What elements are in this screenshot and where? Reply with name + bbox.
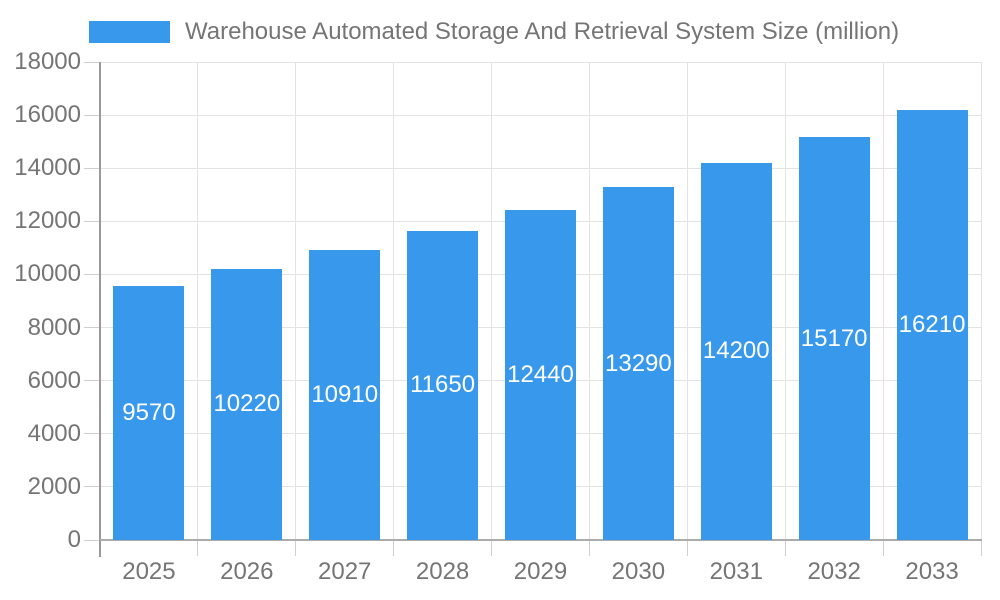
- x-axis-label: 2030: [611, 558, 666, 585]
- legend[interactable]: Warehouse Automated Storage And Retrieva…: [89, 18, 899, 46]
- bar-2028[interactable]: [407, 230, 479, 540]
- x-axis-tick: [588, 540, 590, 556]
- x-gridline: [491, 62, 493, 540]
- y-axis-tick: [84, 220, 100, 222]
- y-axis-tick: [84, 273, 100, 275]
- y-axis-label: 18000: [14, 48, 81, 75]
- x-gridline: [295, 62, 297, 540]
- y-axis-tick: [84, 114, 100, 116]
- y-axis-tick: [84, 433, 100, 435]
- bar-2032[interactable]: [798, 137, 870, 540]
- y-axis-tick: [84, 167, 100, 169]
- x-gridline: [882, 62, 884, 540]
- x-axis-label: 2026: [220, 558, 274, 585]
- x-axis-label: 2025: [122, 558, 176, 585]
- y-axis-label: 12000: [14, 207, 81, 235]
- y-axis-line: [99, 62, 101, 557]
- x-gridline: [686, 62, 688, 540]
- x-axis-tick: [882, 540, 884, 556]
- y-axis-tick: [84, 486, 100, 488]
- y-gridline: [100, 114, 981, 116]
- x-gridline: [588, 62, 590, 540]
- y-axis-label: 2000: [27, 472, 81, 500]
- y-axis-label: 8000: [27, 313, 81, 341]
- x-axis-label: 2027: [318, 558, 372, 585]
- x-gridline: [784, 62, 786, 540]
- y-axis-tick: [84, 380, 100, 382]
- bar-2025[interactable]: [113, 285, 185, 540]
- legend-swatch[interactable]: [89, 21, 170, 43]
- x-gridline: [980, 62, 982, 540]
- bar-2030[interactable]: [602, 187, 674, 540]
- legend-label[interactable]: Warehouse Automated Storage And Retrieva…: [185, 18, 900, 45]
- x-axis-tick: [980, 540, 982, 556]
- y-axis-tick: [84, 61, 100, 63]
- x-axis-tick: [686, 540, 688, 556]
- bar-2033[interactable]: [896, 109, 968, 540]
- bar-2031[interactable]: [700, 162, 772, 540]
- x-axis-tick: [491, 540, 493, 556]
- x-axis-tick: [197, 540, 199, 556]
- x-axis-label: 2029: [513, 558, 568, 585]
- x-axis-label: 2032: [807, 558, 861, 585]
- x-gridline: [393, 62, 395, 540]
- y-axis-label: 0: [67, 526, 81, 553]
- x-axis-tick: [784, 540, 786, 556]
- y-gridline: [100, 61, 981, 63]
- x-gridline: [197, 62, 199, 540]
- y-axis-tick: [84, 539, 100, 541]
- x-axis-label: 2031: [709, 558, 763, 585]
- y-axis-label: 4000: [27, 419, 81, 447]
- bar-2029[interactable]: [505, 209, 576, 540]
- y-axis-label: 6000: [27, 366, 81, 394]
- y-axis-tick: [84, 327, 100, 329]
- bar-2026[interactable]: [211, 268, 283, 540]
- x-axis-tick: [295, 540, 297, 556]
- y-gridline: [100, 167, 981, 169]
- bar-2027[interactable]: [309, 250, 381, 540]
- y-axis-label: 14000: [14, 154, 81, 182]
- y-axis-label: 10000: [14, 260, 81, 288]
- x-axis-label: 2033: [905, 558, 959, 585]
- x-axis-line: [100, 539, 982, 541]
- x-axis-tick: [393, 540, 395, 556]
- x-axis-label: 2028: [415, 558, 470, 585]
- y-axis-label: 16000: [14, 101, 81, 129]
